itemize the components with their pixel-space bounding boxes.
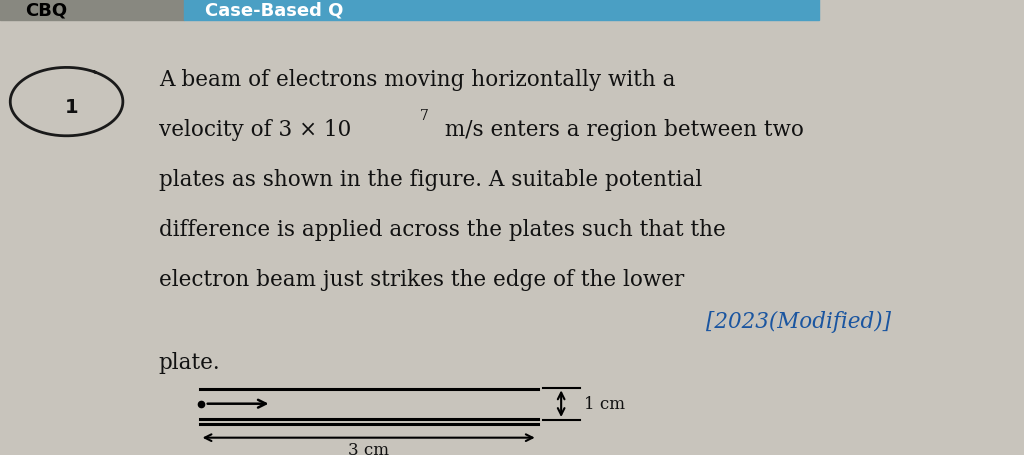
FancyBboxPatch shape (0, 0, 184, 20)
Text: 1 cm: 1 cm (584, 395, 625, 413)
Text: 7: 7 (420, 109, 429, 123)
Text: m/s enters a region between two: m/s enters a region between two (438, 119, 804, 141)
Text: plate.: plate. (159, 351, 220, 373)
Text: 1: 1 (65, 97, 79, 116)
Text: 3 cm: 3 cm (348, 441, 389, 455)
Text: electron beam just strikes the edge of the lower: electron beam just strikes the edge of t… (159, 269, 684, 291)
Text: velocity of 3 × 10: velocity of 3 × 10 (159, 119, 351, 141)
Text: Case-Based Q: Case-Based Q (205, 1, 343, 19)
Text: A beam of electrons moving horizontally with a: A beam of electrons moving horizontally … (159, 69, 675, 91)
Text: [2023(Modified)]: [2023(Modified)] (706, 310, 891, 332)
Text: plates as shown in the figure. A suitable potential: plates as shown in the figure. A suitabl… (159, 169, 702, 191)
Text: difference is applied across the plates such that the: difference is applied across the plates … (159, 219, 725, 241)
Text: CBQ: CBQ (26, 1, 68, 19)
FancyBboxPatch shape (184, 0, 819, 20)
